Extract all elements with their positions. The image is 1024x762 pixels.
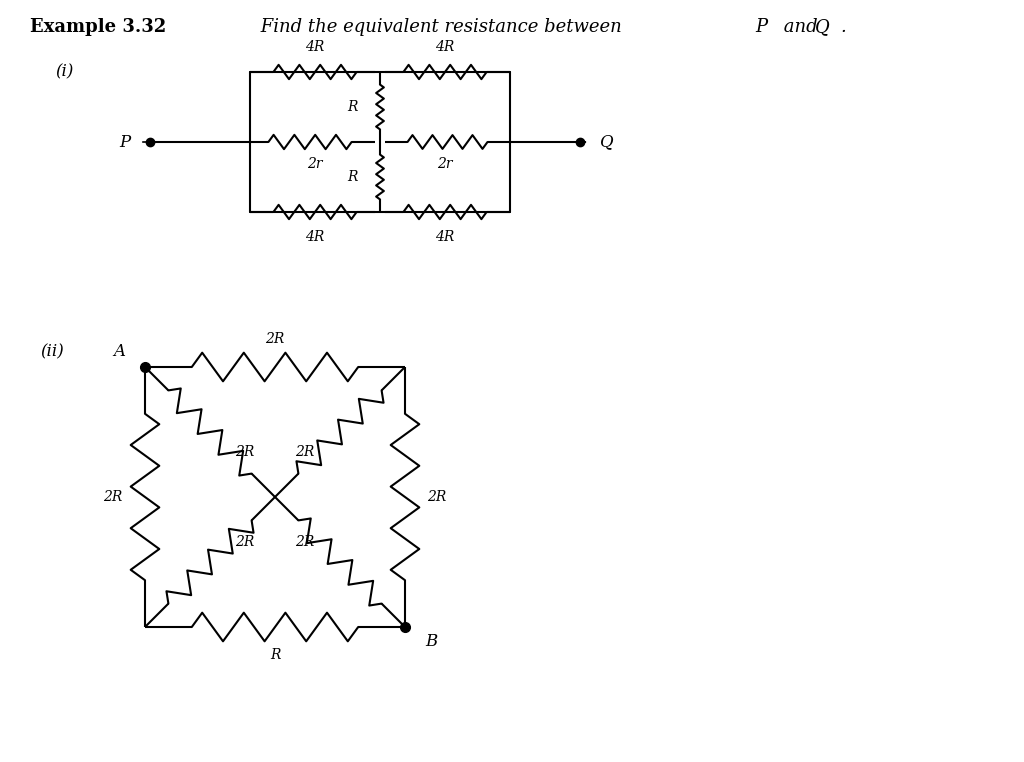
Text: 2r: 2r: [437, 157, 453, 171]
Text: (i): (i): [55, 63, 74, 81]
Text: R: R: [347, 170, 358, 184]
Text: 4R: 4R: [435, 230, 455, 244]
Text: 4R: 4R: [305, 230, 325, 244]
Text: 2R: 2R: [236, 535, 255, 549]
Text: 2R: 2R: [236, 445, 255, 459]
Text: and: and: [778, 18, 823, 36]
Text: (ii): (ii): [40, 344, 63, 360]
Text: R: R: [269, 648, 281, 662]
Text: .: .: [840, 18, 846, 36]
Text: 4R: 4R: [435, 40, 455, 54]
Text: P: P: [119, 133, 130, 151]
Text: Find the equivalent resistance between: Find the equivalent resistance between: [255, 18, 628, 36]
Text: 2R: 2R: [427, 490, 446, 504]
Text: Q: Q: [600, 133, 613, 151]
Text: Example 3.32: Example 3.32: [30, 18, 166, 36]
Text: P: P: [755, 18, 767, 36]
Text: 2R: 2R: [295, 535, 314, 549]
Text: Q: Q: [815, 18, 829, 36]
Text: R: R: [347, 100, 358, 114]
Text: 2r: 2r: [307, 157, 323, 171]
Text: A: A: [113, 344, 125, 360]
Text: 2R: 2R: [103, 490, 123, 504]
Text: 2R: 2R: [295, 445, 314, 459]
Text: B: B: [425, 633, 437, 651]
Text: 2R: 2R: [265, 332, 285, 346]
Text: 4R: 4R: [305, 40, 325, 54]
